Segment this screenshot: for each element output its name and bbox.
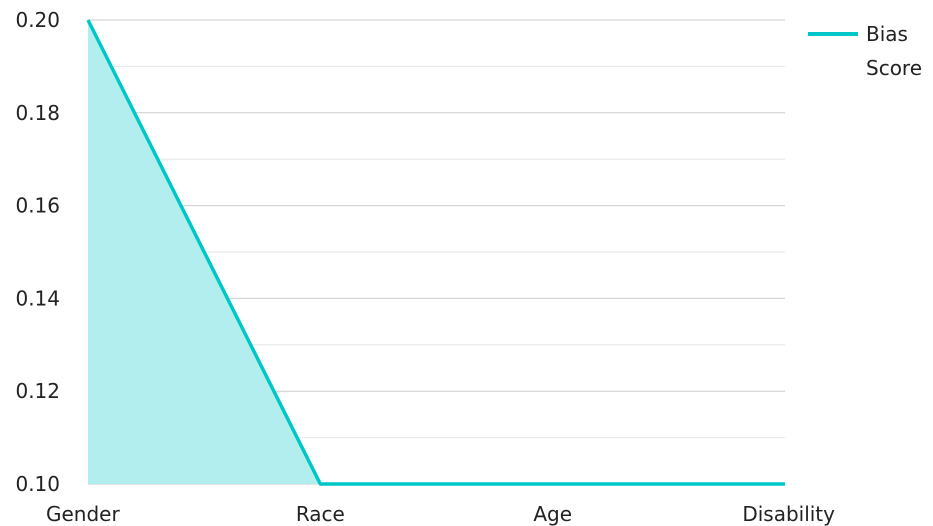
x-tick-label-gender: Gender [46, 502, 120, 526]
y-tick-label-2: 0.14 [15, 286, 60, 310]
y-tick-label-5: 0.20 [15, 8, 60, 32]
legend-label-line-2: Score [866, 56, 922, 80]
series-line-layer [86, 19, 786, 486]
series-line-0 [86, 19, 785, 486]
y-tick-label-3: 0.16 [15, 194, 60, 218]
legend: Bias Score [808, 22, 922, 80]
y-tick-labels: 0.10 0.12 0.14 0.16 0.18 0.20 [15, 8, 60, 496]
y-tick-label-4: 0.18 [15, 101, 60, 125]
x-tick-label-race: Race [296, 502, 345, 526]
x-tick-label-disability: Disability [742, 502, 835, 526]
x-tick-label-age: Age [533, 502, 572, 526]
y-tick-label-0: 0.10 [15, 472, 60, 496]
x-tick-labels: Gender Race Age Disability [46, 502, 835, 526]
legend-label-line-1: Bias [866, 22, 908, 46]
y-tick-label-1: 0.12 [15, 379, 60, 403]
